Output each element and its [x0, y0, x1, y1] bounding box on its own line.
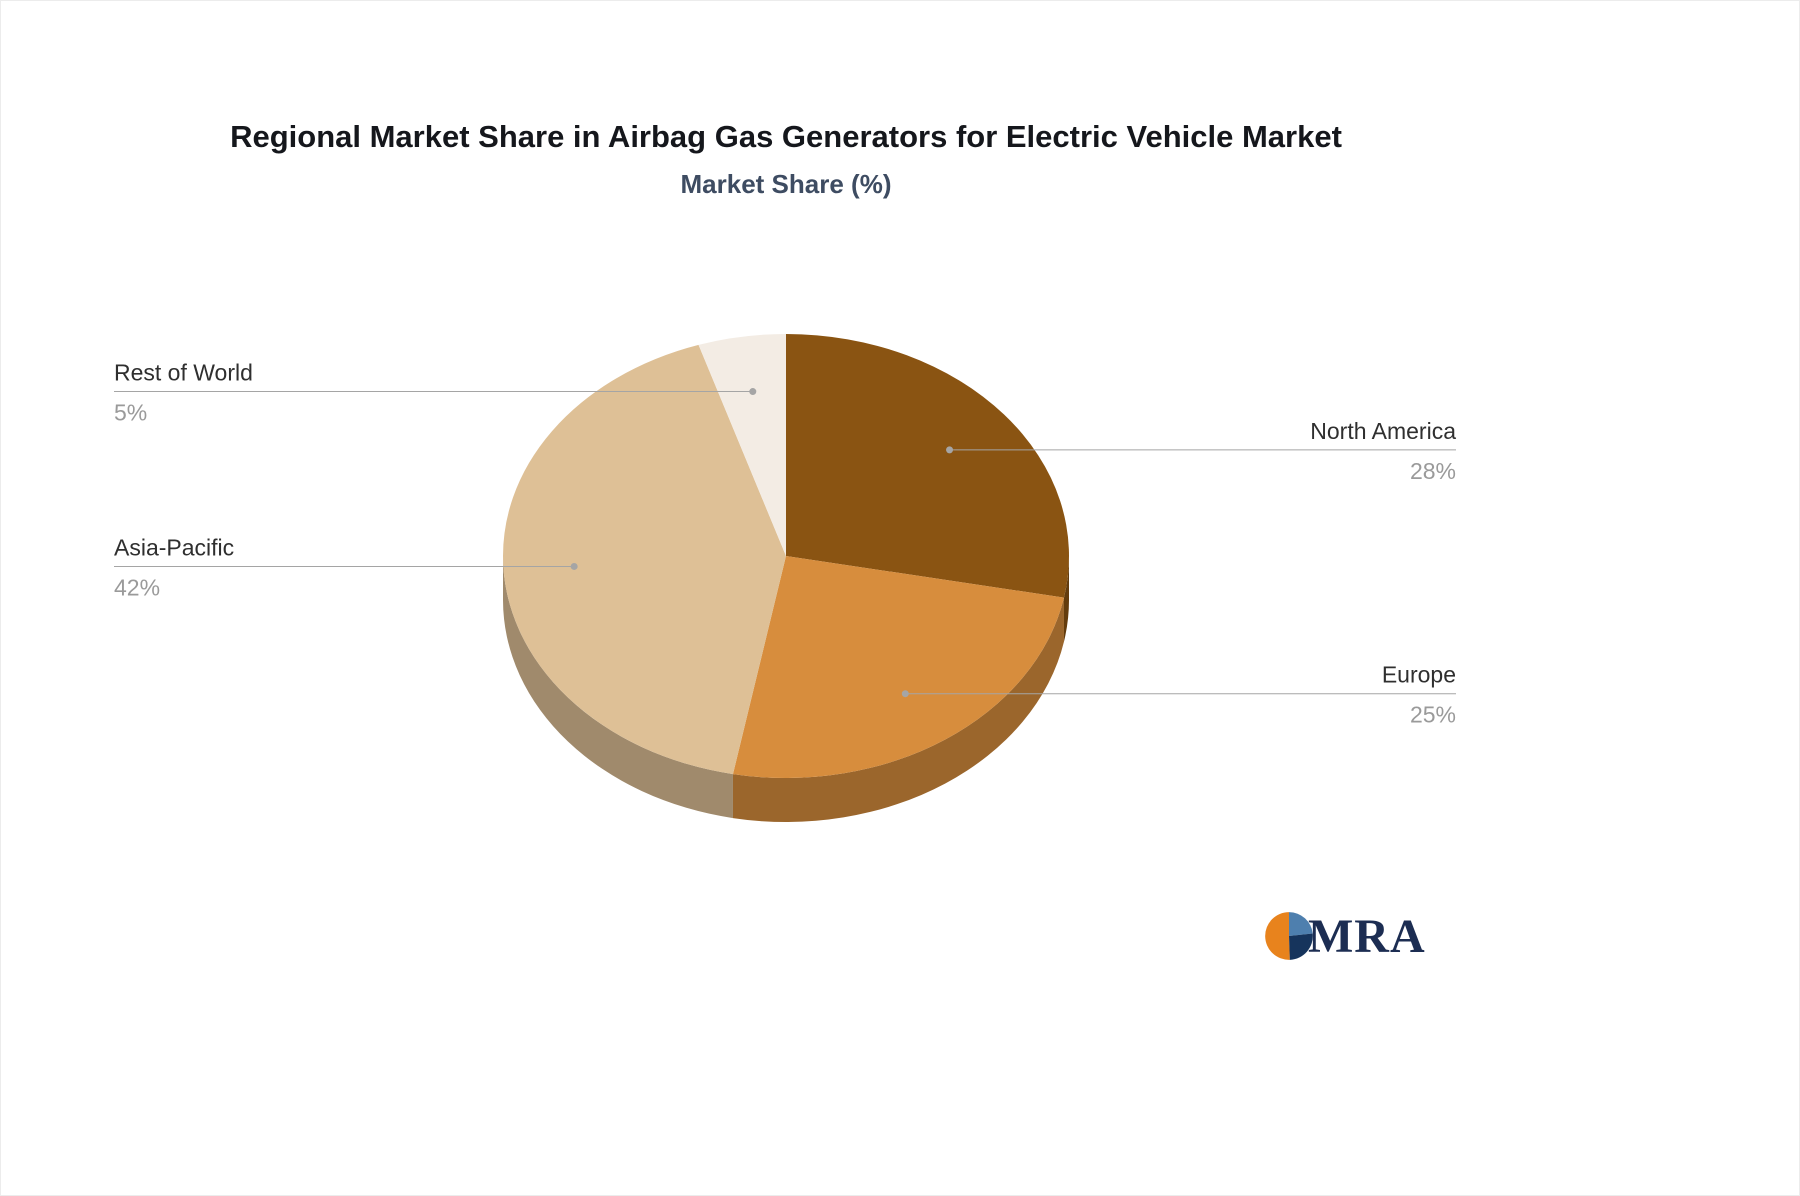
leader-dot-asia-pacific	[570, 562, 578, 570]
chart-subtitle: Market Share (%)	[680, 169, 892, 199]
pie-slice-side-north-america	[1063, 556, 1069, 642]
brand-logo-text: MRA	[1308, 909, 1426, 963]
slice-value-rest-of-world: 5%	[114, 400, 147, 426]
brand-logo-pie-icon	[1265, 912, 1313, 960]
pie-slice-europe	[732, 556, 1064, 778]
pie-slice-rest-of-world	[698, 334, 786, 556]
slice-name-europe: Europe	[1382, 662, 1456, 688]
slice-name-asia-pacific: Asia-Pacific	[114, 534, 234, 560]
brand-logo: MRA	[1263, 904, 1426, 968]
slice-name-rest-of-world: Rest of World	[114, 360, 253, 386]
slice-value-europe: 25%	[1410, 702, 1456, 728]
pie-slice-asia-pacific	[503, 344, 786, 775]
chart-title: Regional Market Share in Airbag Gas Gene…	[230, 119, 1342, 154]
leader-dot-europe	[901, 690, 909, 698]
pie-slice-north-america	[786, 334, 1069, 598]
slice-name-north-america: North America	[1310, 418, 1456, 444]
pie-slice-side-asia-pacific	[503, 556, 733, 819]
slice-value-asia-pacific: 42%	[114, 574, 160, 600]
logo-icon-segment-1	[1289, 912, 1313, 936]
logo-icon-segment-2	[1289, 933, 1313, 960]
leader-dot-rest-of-world	[749, 388, 757, 396]
pie-slice-side-europe	[732, 597, 1064, 822]
leader-dot-north-america	[946, 446, 954, 454]
slice-value-north-america: 28%	[1410, 458, 1456, 484]
logo-icon-segment-0	[1265, 912, 1290, 960]
